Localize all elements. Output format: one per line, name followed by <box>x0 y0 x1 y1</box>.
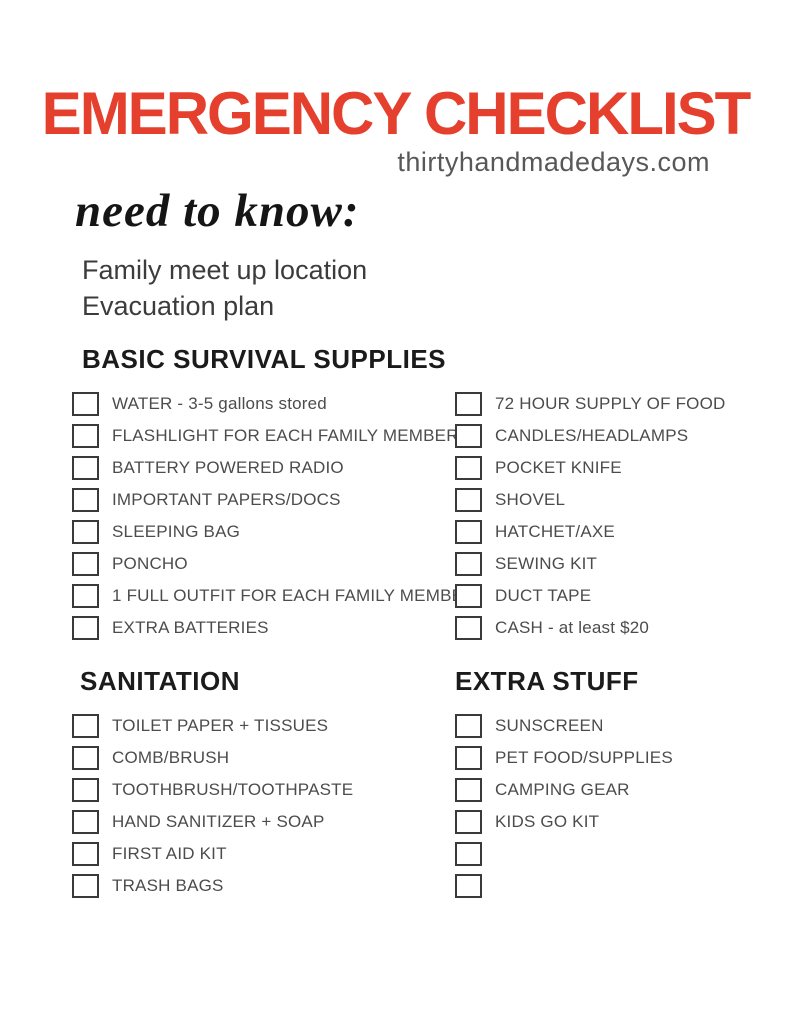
checklist-item: SLEEPING BAG <box>72 520 455 544</box>
checklist-item-label: COMB/BRUSH <box>112 748 230 767</box>
checklist-item: POCKET KNIFE <box>455 456 791 480</box>
checkbox[interactable] <box>455 488 482 512</box>
checkbox[interactable] <box>72 424 99 448</box>
lower-sections-grid: TOILET PAPER + TISSUES COMB/BRUSH TOOTHB… <box>0 714 791 906</box>
checklist-item: WATER - 3-5 gallons stored <box>72 392 455 416</box>
checkbox[interactable] <box>455 424 482 448</box>
checkbox[interactable] <box>72 714 99 738</box>
checkbox[interactable] <box>72 584 99 608</box>
checklist-item: FLASHLIGHT FOR EACH FAMILY MEMBER <box>72 424 458 448</box>
lower-section-headings: SANITATION EXTRA STUFF <box>0 666 791 697</box>
checkbox[interactable] <box>72 874 99 898</box>
sanitation-column: TOILET PAPER + TISSUES COMB/BRUSH TOOTHB… <box>72 714 455 906</box>
checkbox[interactable] <box>455 552 482 576</box>
checkbox[interactable] <box>72 842 99 866</box>
checklist-item <box>455 842 791 866</box>
checkbox[interactable] <box>455 584 482 608</box>
basic-supplies-left-column: WATER - 3-5 gallons stored FLASHLIGHT FO… <box>72 392 475 648</box>
checkbox[interactable] <box>72 520 99 544</box>
checkbox[interactable] <box>72 456 99 480</box>
section-heading-sanitation: SANITATION <box>80 666 241 696</box>
checklist-item: KIDS GO KIT <box>455 810 791 834</box>
checklist-item-label: TRASH BAGS <box>112 876 224 895</box>
checkbox[interactable] <box>72 488 99 512</box>
checkbox[interactable] <box>455 392 482 416</box>
checkbox[interactable] <box>455 520 482 544</box>
checkbox[interactable] <box>455 456 482 480</box>
checkbox[interactable] <box>72 810 99 834</box>
checklist-item: CASH - at least $20 <box>455 616 791 640</box>
checklist-item: 72 HOUR SUPPLY OF FOOD <box>455 392 791 416</box>
checklist-item-label: HATCHET/AXE <box>495 522 615 541</box>
checklist-item-label: 1 FULL OUTFIT FOR EACH FAMILY MEMBER <box>112 586 476 605</box>
checklist-item-label: FIRST AID KIT <box>112 844 227 863</box>
checklist-item-label: POCKET KNIFE <box>495 458 622 477</box>
checklist-item: BATTERY POWERED RADIO <box>72 456 455 480</box>
checkbox[interactable] <box>455 616 482 640</box>
checklist-item: SEWING KIT <box>455 552 791 576</box>
checklist-item-label: SEWING KIT <box>495 554 598 573</box>
checklist-item-label: HAND SANITIZER + SOAP <box>112 812 325 831</box>
checkbox[interactable] <box>72 392 99 416</box>
need-to-know-heading: need to know: <box>75 185 360 237</box>
checklist-item-label: SLEEPING BAG <box>112 522 241 541</box>
checklist-item: PONCHO <box>72 552 455 576</box>
checklist-item-label: EXTRA BATTERIES <box>112 618 269 637</box>
checklist-item <box>455 874 791 898</box>
basic-supplies-grid: WATER - 3-5 gallons stored FLASHLIGHT FO… <box>0 392 791 648</box>
checklist-item: 1 FULL OUTFIT FOR EACH FAMILY MEMBER <box>72 584 475 608</box>
checklist-item: CAMPING GEAR <box>455 778 791 802</box>
page-title: EMERGENCY CHECKLIST <box>41 80 752 147</box>
checkbox[interactable] <box>72 552 99 576</box>
section-heading-extra-stuff: EXTRA STUFF <box>455 666 639 696</box>
checkbox[interactable] <box>455 842 482 866</box>
checklist-item: CANDLES/HEADLAMPS <box>455 424 791 448</box>
checklist-item: DUCT TAPE <box>455 584 791 608</box>
checklist-item: TOILET PAPER + TISSUES <box>72 714 455 738</box>
checkbox[interactable] <box>455 778 482 802</box>
checkbox[interactable] <box>72 616 99 640</box>
checklist-item: SUNSCREEN <box>455 714 791 738</box>
checkbox[interactable] <box>455 810 482 834</box>
section-heading-basic-survival-supplies: BASIC SURVIVAL SUPPLIES <box>82 344 447 374</box>
checklist-item-label: PONCHO <box>112 554 188 573</box>
checkbox[interactable] <box>72 746 99 770</box>
checklist-item-label: CANDLES/HEADLAMPS <box>495 426 689 445</box>
extra-stuff-column: SUNSCREEN PET FOOD/SUPPLIES CAMPING GEAR… <box>455 714 791 906</box>
checkbox[interactable] <box>72 778 99 802</box>
checklist-item-label: TOOTHBRUSH/TOOTHPASTE <box>112 780 354 799</box>
basic-supplies-right-column: 72 HOUR SUPPLY OF FOOD CANDLES/HEADLAMPS… <box>455 392 791 648</box>
checklist-item-label: BATTERY POWERED RADIO <box>112 458 344 477</box>
checklist-item-label: PET FOOD/SUPPLIES <box>495 748 673 767</box>
checklist-item-label: CASH - at least $20 <box>495 618 650 637</box>
checklist-item: COMB/BRUSH <box>72 746 455 770</box>
checklist-item: HAND SANITIZER + SOAP <box>72 810 455 834</box>
checklist-item: PET FOOD/SUPPLIES <box>455 746 791 770</box>
checklist-item: TRASH BAGS <box>72 874 455 898</box>
checklist-item: HATCHET/AXE <box>455 520 791 544</box>
checklist-item: TOOTHBRUSH/TOOTHPASTE <box>72 778 455 802</box>
checklist-item-label: SHOVEL <box>495 490 566 509</box>
checklist-item-label: SUNSCREEN <box>495 716 604 735</box>
checkbox[interactable] <box>455 714 482 738</box>
checklist-item-label: FLASHLIGHT FOR EACH FAMILY MEMBER <box>112 426 459 445</box>
checklist-item-label: KIDS GO KIT <box>495 812 600 831</box>
checklist-item-label: WATER - 3-5 gallons stored <box>112 394 327 413</box>
checklist-item: FIRST AID KIT <box>72 842 455 866</box>
checklist-item: EXTRA BATTERIES <box>72 616 455 640</box>
need-to-know-item: Family meet up location <box>82 255 368 285</box>
checkbox[interactable] <box>455 746 482 770</box>
checklist-item: IMPORTANT PAPERS/DOCS <box>72 488 455 512</box>
checklist-item-label: DUCT TAPE <box>495 586 592 605</box>
checklist-item-label: IMPORTANT PAPERS/DOCS <box>112 490 341 509</box>
checklist-item-label: CAMPING GEAR <box>495 780 630 799</box>
need-to-know-list: Family meet up location Evacuation plan <box>0 252 791 324</box>
checkbox[interactable] <box>455 874 482 898</box>
website-credit: thirtyhandmadedays.com <box>397 147 710 177</box>
need-to-know-item: Evacuation plan <box>82 291 275 321</box>
checklist-item-label: 72 HOUR SUPPLY OF FOOD <box>495 394 726 413</box>
checklist-item: SHOVEL <box>455 488 791 512</box>
checklist-item-label: TOILET PAPER + TISSUES <box>112 716 329 735</box>
